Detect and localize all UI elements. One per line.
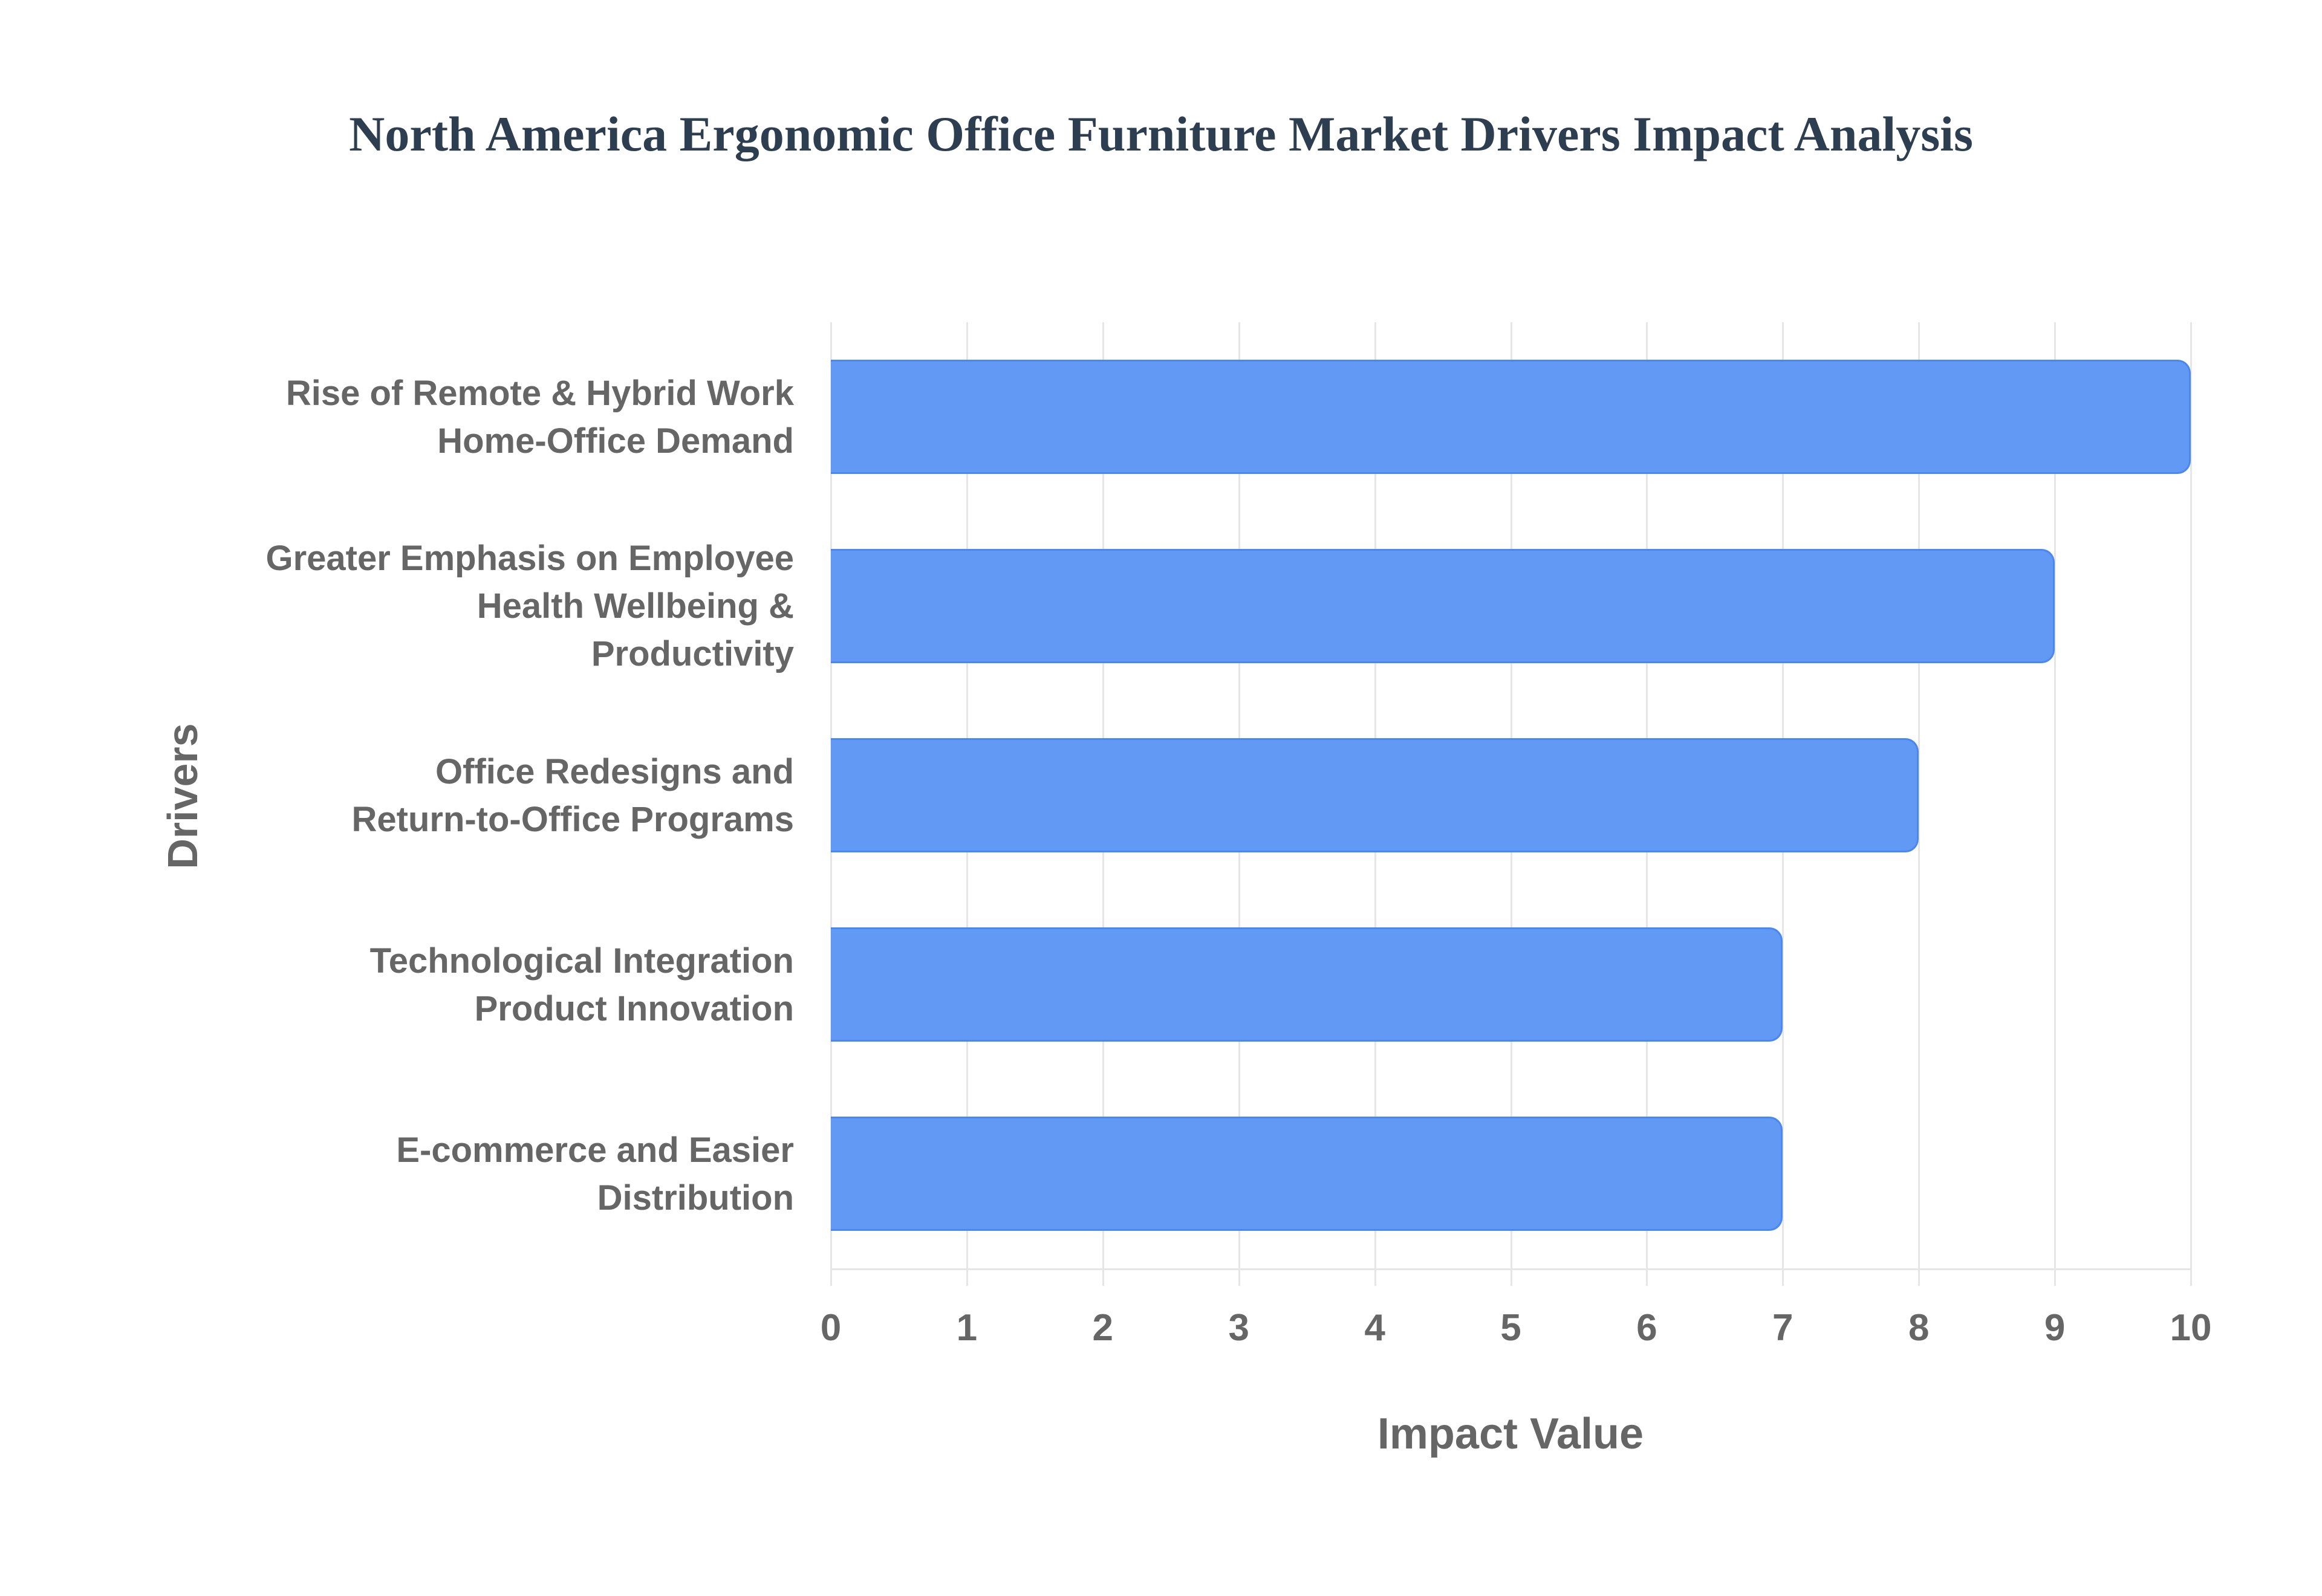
y-axis-label: Rise of Remote & Hybrid Work Home-Office … <box>129 322 794 511</box>
plot-area <box>830 322 2192 1286</box>
y-axis-label-line: E-commerce and Easier <box>396 1130 794 1170</box>
y-axis-label: Greater Emphasis on Employee Health Wellb… <box>129 511 794 701</box>
y-axis-label: Office Redesigns and Return-to-Office Pro… <box>129 701 794 890</box>
y-axis-label: E-commerce and Easier Distribution <box>129 1079 794 1268</box>
chart-title: North America Ergonomic Office Furniture… <box>349 106 1973 161</box>
bar[interactable] <box>831 927 1783 1042</box>
gridline <box>2054 322 2057 1286</box>
x-tick-label: 10 <box>2170 1307 2212 1349</box>
bar[interactable] <box>831 738 1919 852</box>
y-axis-label-line: Health Wellbeing & <box>476 586 794 626</box>
x-tick-label: 6 <box>1636 1307 1657 1349</box>
bar[interactable] <box>831 1117 1783 1231</box>
bar[interactable] <box>831 360 2191 474</box>
y-axis-label-line: Technological Integration <box>369 941 794 981</box>
x-axis-title: Impact Value <box>1377 1410 1644 1458</box>
x-tick-label: 0 <box>820 1307 842 1349</box>
y-axis-label-line: Greater Emphasis on Employee <box>265 539 794 578</box>
x-tick-label: 7 <box>1772 1307 1794 1349</box>
x-tick-label: 8 <box>1908 1307 1930 1349</box>
y-axis-label-line: Office Redesigns and <box>435 751 794 791</box>
x-tick-label: 9 <box>2044 1307 2066 1349</box>
y-axis-label-line: Home-Office Demand <box>437 421 794 461</box>
y-axis-label-line: Rise of Remote & Hybrid Work <box>285 373 794 413</box>
bar[interactable] <box>831 549 2055 663</box>
gridline <box>2190 322 2192 1286</box>
x-tick-label: 3 <box>1228 1307 1249 1349</box>
x-tick-label: 4 <box>1364 1307 1385 1349</box>
x-tick-label: 2 <box>1092 1307 1114 1349</box>
y-axis-label-line: Productivity <box>591 634 794 673</box>
y-axis-label-line: Return-to-Office Programs <box>351 799 794 839</box>
y-axis-label-line: Product Innovation <box>474 988 794 1028</box>
gridline <box>1918 322 1920 1286</box>
x-tick-label: 1 <box>956 1307 978 1349</box>
y-axis-label-line: Distribution <box>597 1178 794 1218</box>
x-tick-label: 5 <box>1500 1307 1521 1349</box>
y-axis-label: Technological Integration Product Innovat… <box>129 890 794 1079</box>
